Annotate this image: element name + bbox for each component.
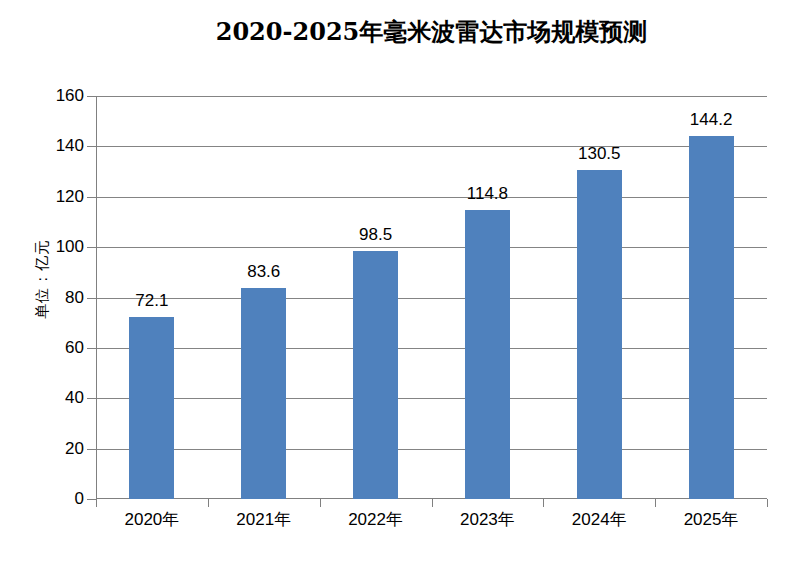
x-axis-tick [767, 499, 768, 507]
x-axis-category-label: 2021年 [236, 508, 291, 531]
y-axis-tick-label: 120 [24, 187, 84, 207]
x-axis-tick [96, 499, 97, 507]
bar [465, 210, 510, 499]
bar-chart: 2020-2025年毫米波雷达市场规模预测 单位：亿元 020406080100… [0, 0, 799, 563]
bar-value-label: 98.5 [359, 225, 392, 245]
bar [577, 170, 622, 499]
y-axis-tick-label: 40 [24, 388, 84, 408]
y-axis-tick [87, 146, 96, 147]
y-axis-tick [87, 348, 96, 349]
x-axis-category-label: 2023年 [460, 508, 515, 531]
x-axis-tick [432, 499, 433, 507]
y-axis-tick-label: 160 [24, 86, 84, 106]
gridline [96, 146, 767, 147]
bar-value-label: 130.5 [578, 144, 621, 164]
bar-value-label: 83.6 [247, 262, 280, 282]
x-axis-category-label: 2025年 [684, 508, 739, 531]
bar [241, 288, 286, 499]
x-axis-tick [320, 499, 321, 507]
gridline [96, 96, 767, 97]
plot-area: 02040608010012014016072.12020年83.62021年9… [96, 96, 767, 499]
y-axis-line [96, 96, 97, 499]
gridline [96, 449, 767, 450]
y-axis-tick-label: 60 [24, 338, 84, 358]
y-axis-tick-label: 0 [24, 489, 84, 509]
chart-title: 2020-2025年毫米波雷达市场规模预测 [96, 16, 767, 48]
y-axis-tick-label: 100 [24, 237, 84, 257]
y-axis-tick [87, 298, 96, 299]
y-axis-tick-label: 80 [24, 288, 84, 308]
y-axis-tick [87, 449, 96, 450]
y-axis-tick [87, 96, 96, 97]
bar-value-label: 72.1 [135, 291, 168, 311]
bar [353, 251, 398, 499]
x-axis-tick [543, 499, 544, 507]
gridline [96, 298, 767, 299]
y-axis-tick [87, 499, 96, 500]
y-axis-tick [87, 247, 96, 248]
x-axis-category-label: 2020年 [124, 508, 179, 531]
x-axis-tick [208, 499, 209, 507]
y-axis-tick-label: 140 [24, 136, 84, 156]
gridline [96, 398, 767, 399]
bar-value-label: 114.8 [467, 184, 508, 204]
bar [129, 317, 174, 499]
bar-value-label: 144.2 [690, 110, 733, 130]
gridline [96, 197, 767, 198]
x-axis-tick [655, 499, 656, 507]
bar [689, 136, 734, 499]
y-axis-tick-label: 20 [24, 439, 84, 459]
x-axis-category-label: 2022年 [348, 508, 403, 531]
y-axis-tick [87, 398, 96, 399]
y-axis-tick [87, 197, 96, 198]
gridline [96, 247, 767, 248]
gridline [96, 348, 767, 349]
x-axis-category-label: 2024年 [572, 508, 627, 531]
